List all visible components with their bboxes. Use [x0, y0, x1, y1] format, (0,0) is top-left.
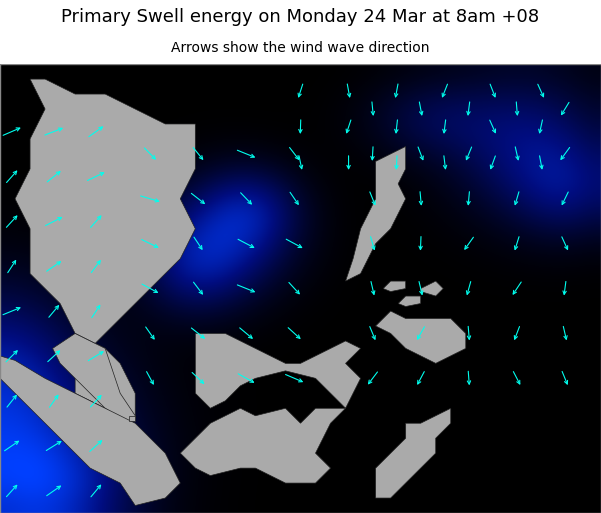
Polygon shape [0, 356, 180, 505]
Polygon shape [383, 281, 406, 291]
Polygon shape [129, 417, 135, 421]
Polygon shape [346, 146, 406, 281]
Text: Arrows show the wind wave direction: Arrows show the wind wave direction [171, 41, 430, 55]
Polygon shape [421, 281, 444, 296]
Polygon shape [53, 333, 135, 423]
Polygon shape [376, 311, 466, 363]
Polygon shape [180, 333, 361, 483]
Polygon shape [398, 296, 421, 306]
Polygon shape [376, 408, 451, 498]
Polygon shape [15, 79, 195, 419]
Text: Primary Swell energy on Monday 24 Mar at 8am +08: Primary Swell energy on Monday 24 Mar at… [61, 8, 540, 26]
